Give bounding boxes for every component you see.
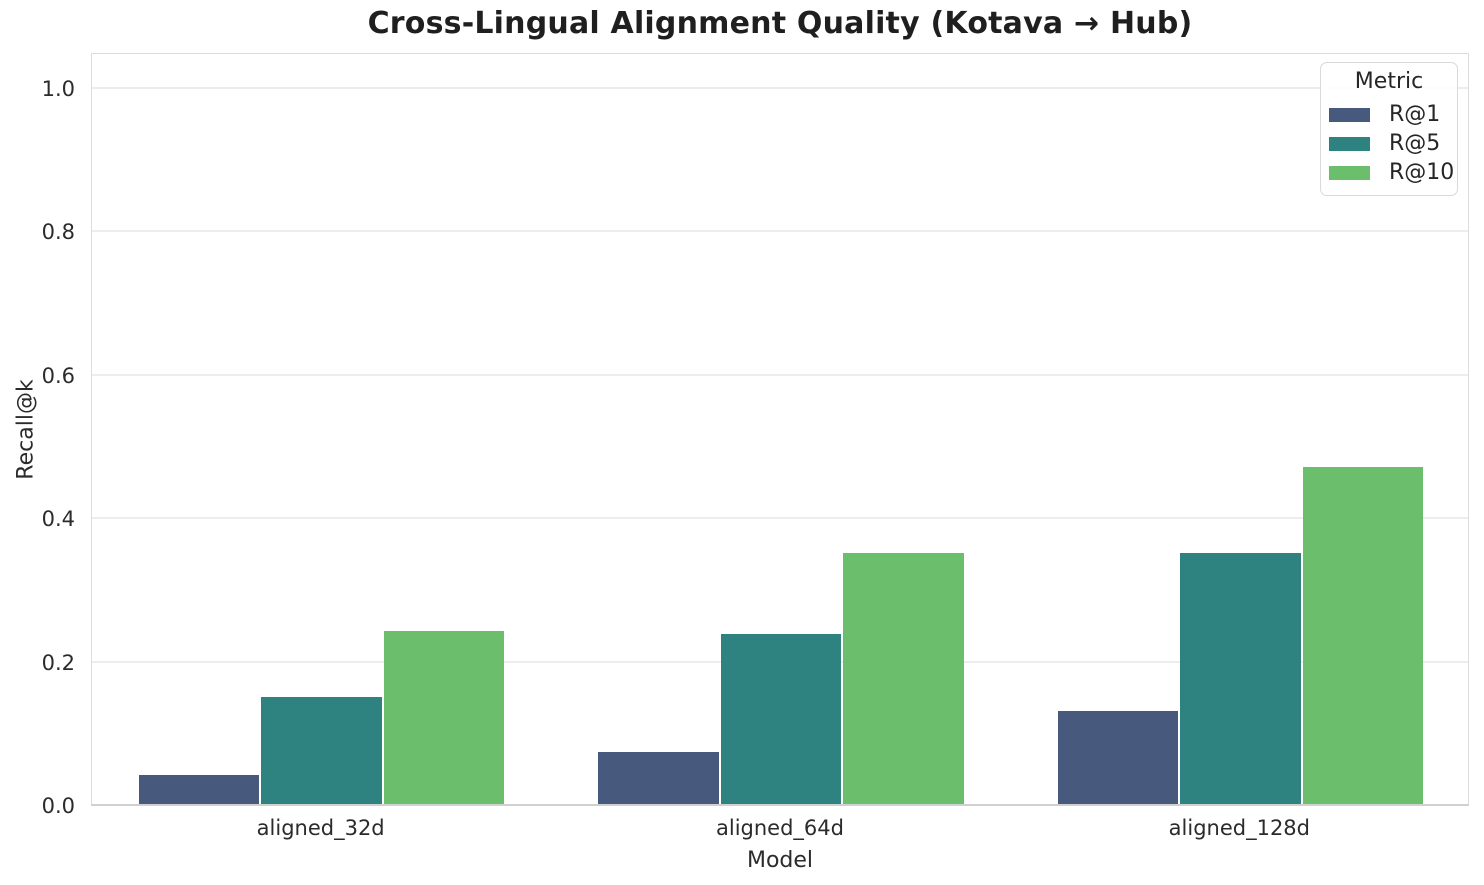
x-tick-aligned-32d: aligned_32d bbox=[256, 816, 385, 840]
legend-swatch-r-10 bbox=[1329, 165, 1370, 180]
bar-r-1-aligned-64d bbox=[598, 751, 719, 805]
y-tick-0.4: 0.4 bbox=[41, 507, 75, 532]
bar-r-5-aligned-128d bbox=[1180, 553, 1301, 805]
gridline-0.8 bbox=[92, 230, 1468, 233]
y-tick-0.2: 0.2 bbox=[41, 650, 75, 675]
bar-r-5-aligned-32d bbox=[261, 697, 382, 805]
legend-item-r-10: R@10 bbox=[1329, 158, 1454, 187]
bar-r-1-aligned-128d bbox=[1057, 711, 1179, 805]
legend-items: R@1 R@5 R@10 bbox=[1329, 100, 1454, 187]
y-tick-0.0: 0.0 bbox=[41, 794, 75, 818]
legend: Metric R@1 R@5 R@10 bbox=[1320, 62, 1458, 196]
bar-r-1-aligned-32d bbox=[138, 774, 260, 805]
plot-area: Metric R@1 R@5 R@10 bbox=[91, 53, 1469, 806]
y-tick-0.8: 0.8 bbox=[41, 220, 75, 245]
legend-label-r-5: R@5 bbox=[1389, 131, 1441, 156]
x-axis-line bbox=[91, 804, 1469, 806]
bar-r-10-aligned-128d bbox=[1302, 467, 1424, 805]
legend-item-r-1: R@1 bbox=[1329, 100, 1449, 129]
legend-swatch-r-5 bbox=[1329, 136, 1370, 151]
x-tick-aligned-64d: aligned_64d bbox=[716, 816, 844, 840]
y-tick-1.0: 1.0 bbox=[41, 76, 75, 101]
x-axis-label: Model bbox=[746, 848, 814, 873]
legend-item-r-5: R@5 bbox=[1329, 129, 1449, 158]
bar-r-5-aligned-64d bbox=[720, 634, 842, 805]
chart-title: Cross-Lingual Alignment Quality (Kotava … bbox=[367, 6, 1193, 41]
legend-title: Metric bbox=[1354, 69, 1424, 94]
legend-label-r-10: R@10 bbox=[1389, 160, 1455, 185]
legend-swatch-r-1 bbox=[1329, 107, 1370, 122]
bar-r-10-aligned-32d bbox=[383, 631, 505, 805]
gridline-0.6 bbox=[92, 373, 1468, 376]
gridline-1.0 bbox=[92, 86, 1468, 89]
x-tick-aligned-128d: aligned_128d bbox=[1168, 816, 1310, 840]
bar-r-10-aligned-64d bbox=[843, 553, 964, 805]
gridline-0.4 bbox=[92, 517, 1468, 520]
y-tick-0.6: 0.6 bbox=[41, 363, 75, 388]
legend-label-r-1: R@1 bbox=[1389, 102, 1441, 127]
